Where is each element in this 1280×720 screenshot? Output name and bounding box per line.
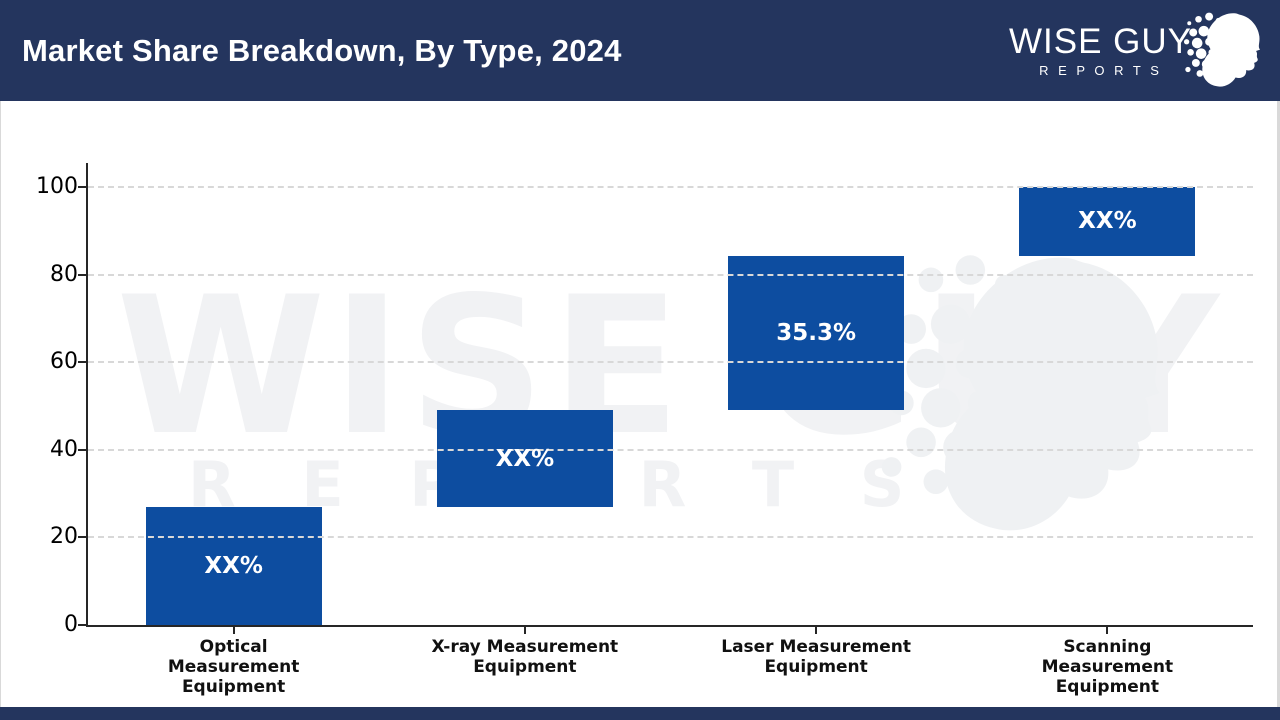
right-border bbox=[1277, 101, 1280, 707]
y-tick-label: 20 bbox=[50, 524, 78, 550]
y-tick bbox=[78, 536, 86, 539]
x-tick bbox=[523, 627, 526, 634]
y-tick-label: 60 bbox=[50, 349, 78, 375]
y-tick bbox=[78, 186, 86, 188]
category-label: Optical Measurement Equipment bbox=[167, 637, 300, 697]
y-tick bbox=[78, 361, 86, 364]
category-label: Laser Measurement Equipment bbox=[721, 637, 912, 677]
x-tick bbox=[232, 627, 235, 634]
gridline-100 bbox=[88, 186, 1253, 188]
bar-value-label: 35.3% bbox=[776, 320, 857, 347]
x-tick bbox=[815, 627, 818, 634]
logo-face-icon bbox=[1183, 12, 1261, 87]
y-tick bbox=[78, 624, 86, 626]
gridline-60 bbox=[88, 361, 1253, 364]
bar-4 bbox=[1019, 187, 1196, 256]
bar-value-label: XX% bbox=[204, 552, 263, 579]
chart-title: Market Share Breakdown, By Type, 2024 bbox=[22, 32, 622, 68]
y-tick bbox=[78, 448, 86, 451]
y-tick-label: 40 bbox=[50, 436, 78, 462]
left-border bbox=[0, 101, 1, 707]
logo-name-text: WISE GUY bbox=[1008, 22, 1192, 61]
gridline-40 bbox=[88, 448, 1253, 451]
category-label: Scanning Measurement Equipment bbox=[1041, 637, 1174, 697]
gridline-80 bbox=[88, 273, 1253, 276]
watermark-face-icon bbox=[876, 255, 1160, 531]
wiseguy-logo: WISE GUY R E P O R T S bbox=[1009, 6, 1266, 96]
x-axis-line bbox=[86, 625, 1253, 627]
logo-text: WISE GUY R E P O R T S bbox=[1008, 22, 1192, 79]
y-axis-line bbox=[86, 163, 88, 627]
category-label: X-ray Measurement Equipment bbox=[431, 637, 619, 677]
y-tick-label: 0 bbox=[64, 612, 78, 637]
bar-value-label: XX% bbox=[1078, 208, 1137, 235]
bar-3 bbox=[728, 255, 905, 411]
y-tick bbox=[78, 273, 86, 276]
logo-reports-text: R E P O R T S bbox=[1039, 63, 1162, 78]
y-tick-label: 100 bbox=[36, 174, 78, 199]
bar-2 bbox=[436, 410, 613, 507]
y-tick-label: 80 bbox=[50, 261, 78, 287]
bar-1 bbox=[145, 506, 322, 625]
x-tick bbox=[1106, 627, 1109, 634]
gridline-20 bbox=[88, 536, 1253, 539]
footer-band bbox=[0, 707, 1280, 720]
bar-value-label: XX% bbox=[495, 445, 555, 472]
header-band: Market Share Breakdown, By Type, 2024 WI… bbox=[0, 0, 1280, 101]
